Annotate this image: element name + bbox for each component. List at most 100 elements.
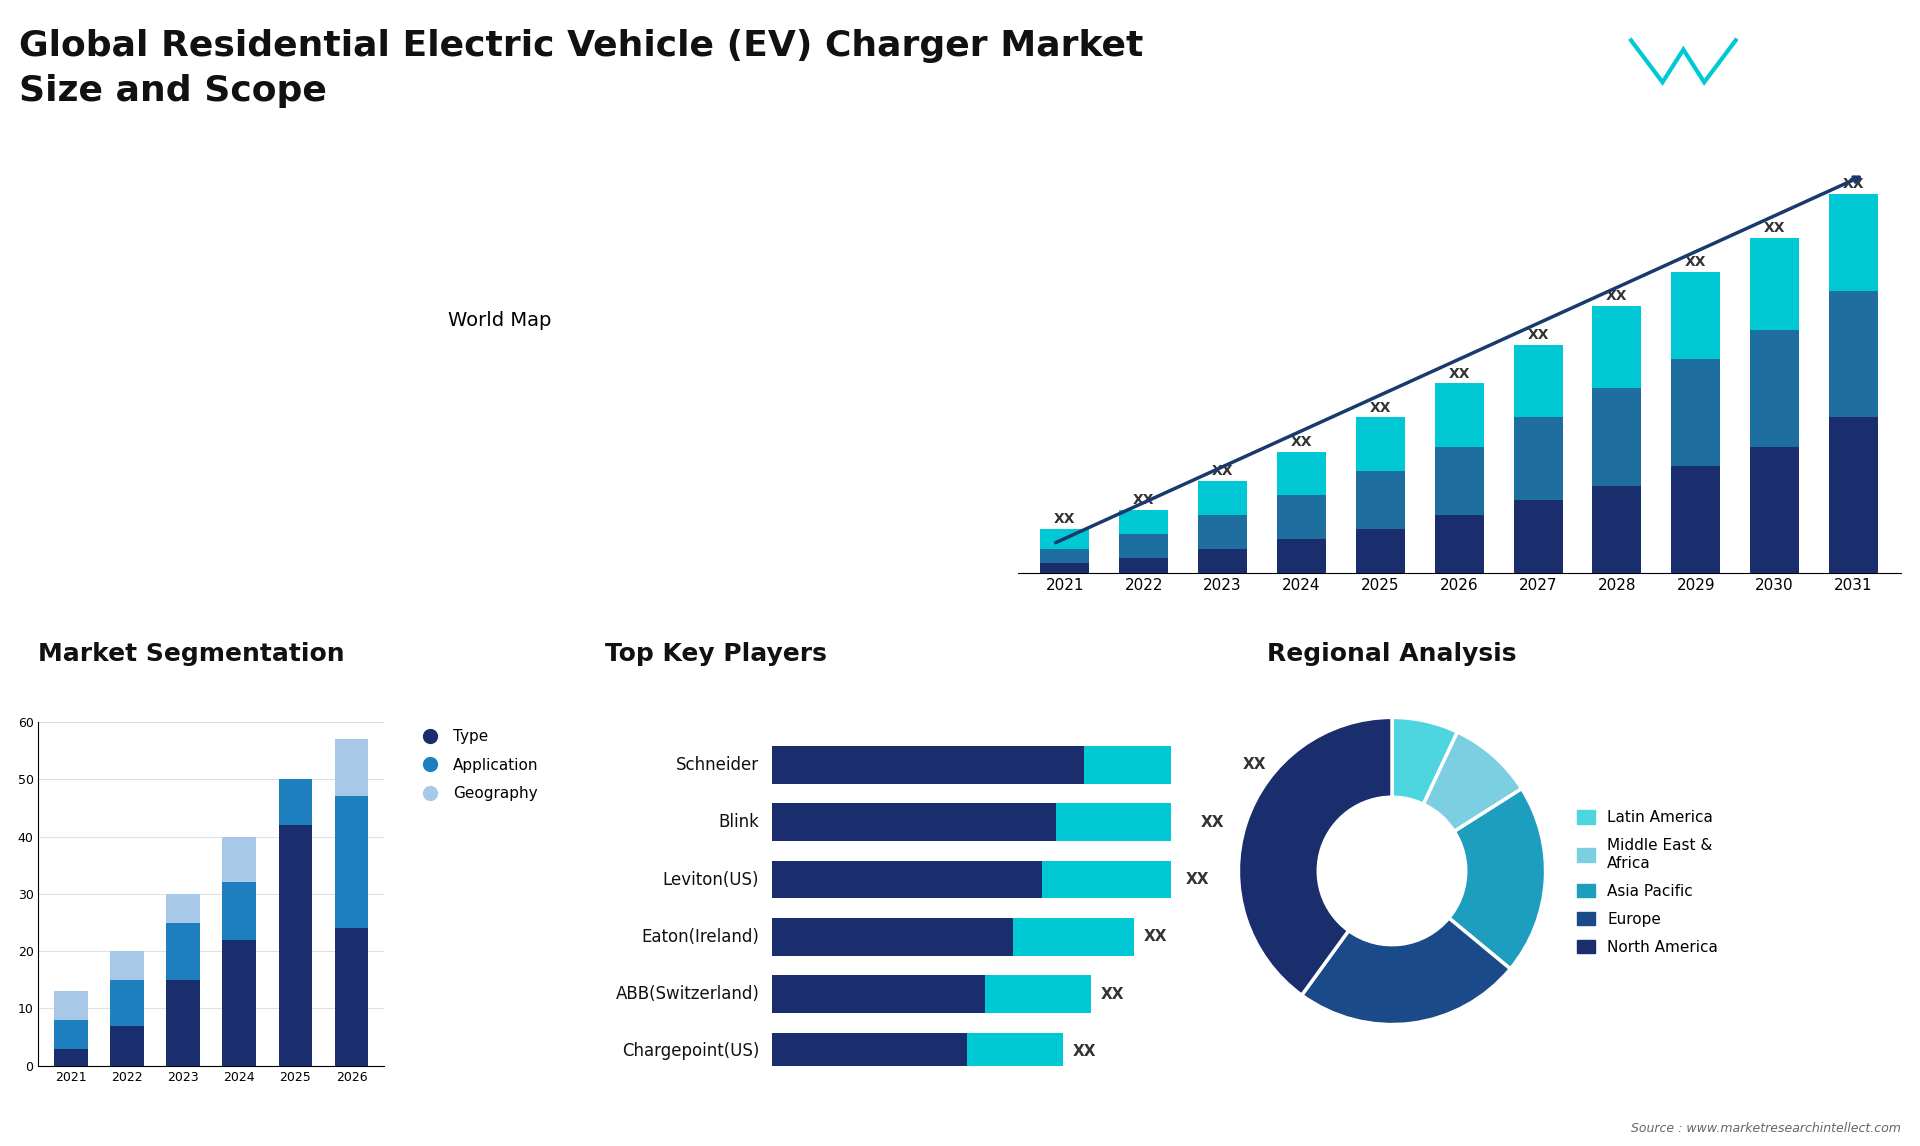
Text: XX: XX [1764, 221, 1786, 235]
Bar [1670, 359, 1720, 466]
FancyBboxPatch shape [772, 975, 985, 1013]
Bar [1830, 417, 1878, 573]
Bar [1277, 452, 1327, 495]
Bar [1513, 417, 1563, 500]
Bar [109, 980, 144, 1026]
Bar [109, 951, 144, 980]
Text: XX: XX [1212, 464, 1233, 478]
Bar [1198, 515, 1248, 549]
Text: Size and Scope: Size and Scope [19, 74, 326, 109]
Text: XX: XX [1290, 434, 1311, 448]
Text: XX: XX [1187, 872, 1210, 887]
Text: Global Residential Electric Vehicle (EV) Charger Market: Global Residential Electric Vehicle (EV)… [19, 29, 1144, 63]
Text: Top Key Players: Top Key Players [605, 642, 828, 666]
Text: Blink: Blink [718, 814, 760, 831]
Bar [334, 739, 369, 796]
Bar [1592, 388, 1642, 486]
Text: XX: XX [1073, 1044, 1096, 1059]
FancyBboxPatch shape [772, 861, 1043, 898]
Text: XX: XX [1526, 328, 1549, 342]
Bar [1356, 471, 1405, 529]
FancyBboxPatch shape [1085, 746, 1233, 784]
FancyBboxPatch shape [772, 803, 1056, 841]
Bar [1198, 480, 1248, 515]
FancyBboxPatch shape [772, 918, 1014, 956]
FancyBboxPatch shape [985, 975, 1091, 1013]
Wedge shape [1238, 717, 1392, 995]
Bar [1041, 549, 1089, 564]
Text: World Map: World Map [447, 312, 551, 330]
FancyBboxPatch shape [1014, 918, 1135, 956]
Bar [54, 1020, 88, 1049]
Wedge shape [1302, 918, 1511, 1025]
Bar [167, 923, 200, 980]
FancyBboxPatch shape [968, 1033, 1064, 1070]
Bar [223, 837, 255, 882]
Bar [1513, 500, 1563, 573]
Bar [1041, 529, 1089, 549]
Bar [1041, 564, 1089, 573]
Bar [1670, 466, 1720, 573]
Bar [1119, 534, 1167, 558]
Text: XX: XX [1369, 401, 1392, 415]
Bar [278, 779, 313, 825]
Bar [54, 1049, 88, 1066]
Circle shape [1319, 798, 1465, 944]
Text: INTELLECT: INTELLECT [1764, 87, 1830, 97]
Bar [1277, 495, 1327, 539]
Bar [167, 894, 200, 923]
Text: XX: XX [1607, 289, 1628, 303]
Bar [1670, 272, 1720, 359]
Text: Schneider: Schneider [676, 756, 760, 774]
FancyBboxPatch shape [1056, 803, 1190, 841]
Bar [1751, 330, 1799, 447]
Text: XX: XX [1133, 493, 1154, 507]
FancyBboxPatch shape [1043, 861, 1177, 898]
Text: XX: XX [1054, 512, 1075, 526]
Bar [1513, 345, 1563, 417]
Bar [223, 940, 255, 1066]
Legend: Type, Application, Geography: Type, Application, Geography [409, 723, 545, 808]
Wedge shape [1423, 732, 1523, 832]
Text: MARKET: MARKET [1764, 39, 1816, 49]
Bar [1119, 510, 1167, 534]
Bar [223, 882, 255, 940]
Bar [1198, 549, 1248, 573]
Text: XX: XX [1100, 987, 1125, 1002]
Legend: Latin America, Middle East &
Africa, Asia Pacific, Europe, North America: Latin America, Middle East & Africa, Asi… [1576, 810, 1718, 955]
Bar [1434, 515, 1484, 573]
Bar [1434, 384, 1484, 447]
Bar [1830, 194, 1878, 291]
Text: XX: XX [1242, 758, 1267, 772]
Text: XX: XX [1843, 176, 1864, 191]
Bar [167, 980, 200, 1066]
FancyBboxPatch shape [772, 746, 1085, 784]
Text: XX: XX [1144, 929, 1167, 944]
Bar [334, 796, 369, 928]
Wedge shape [1450, 788, 1546, 968]
Bar [278, 825, 313, 1066]
Text: Eaton(Ireland): Eaton(Ireland) [641, 928, 760, 945]
Bar [1119, 558, 1167, 573]
Bar [334, 928, 369, 1066]
Text: Market Segmentation: Market Segmentation [38, 642, 346, 666]
Text: XX: XX [1448, 367, 1471, 380]
Wedge shape [1392, 717, 1457, 804]
Text: ABB(Switzerland): ABB(Switzerland) [616, 986, 760, 1003]
Bar [1434, 447, 1484, 515]
Bar [1751, 237, 1799, 330]
Text: Source : www.marketresearchintellect.com: Source : www.marketresearchintellect.com [1630, 1122, 1901, 1135]
Text: XX: XX [1200, 815, 1223, 830]
Text: RESEARCH: RESEARCH [1764, 63, 1830, 73]
Bar [1356, 417, 1405, 471]
Bar [1830, 291, 1878, 417]
Bar [54, 991, 88, 1020]
Text: Chargepoint(US): Chargepoint(US) [622, 1043, 760, 1060]
Bar [1592, 486, 1642, 573]
Bar [1592, 306, 1642, 388]
Text: Leviton(US): Leviton(US) [662, 871, 760, 888]
Text: XX: XX [1686, 254, 1707, 269]
Bar [109, 1026, 144, 1066]
Bar [1751, 447, 1799, 573]
Bar [1277, 539, 1327, 573]
